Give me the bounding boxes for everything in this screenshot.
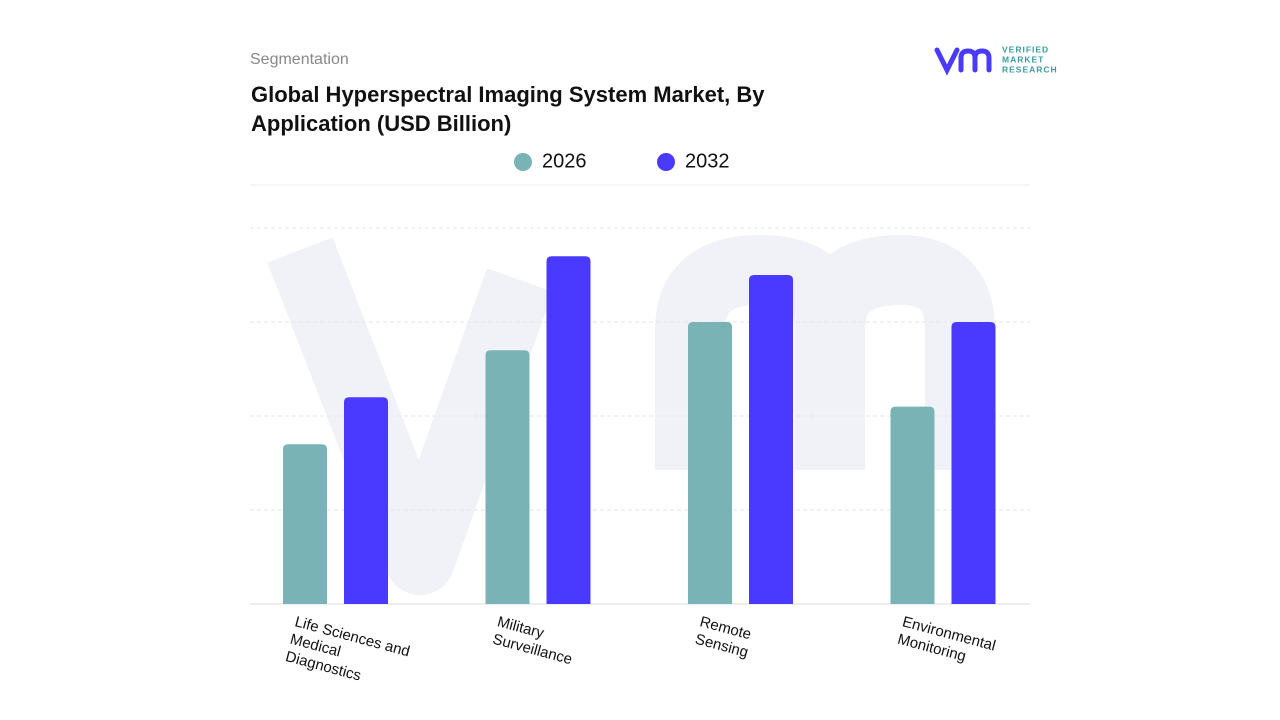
legend-marker [514, 153, 532, 171]
bar [485, 350, 530, 604]
legend-label: 2032 [685, 150, 730, 172]
legend-label: 2026 [542, 150, 587, 172]
bar [749, 275, 793, 604]
logo-mark [934, 47, 992, 76]
logo: VERIFIED MARKET RESEARCH [934, 44, 1058, 76]
bar [283, 444, 327, 604]
chart-title: Global Hyperspectral Imaging System Mark… [251, 82, 765, 136]
bar [546, 256, 591, 604]
bar [344, 397, 388, 604]
subtitle: Segmentation [250, 51, 349, 68]
bar [951, 322, 996, 604]
legend-marker [657, 153, 675, 171]
bar [890, 406, 935, 604]
logo-text: RESEARCH [1002, 64, 1058, 74]
logo-text: VERIFIED [1002, 44, 1049, 54]
bar [688, 322, 732, 604]
logo-text: MARKET [1002, 54, 1044, 64]
